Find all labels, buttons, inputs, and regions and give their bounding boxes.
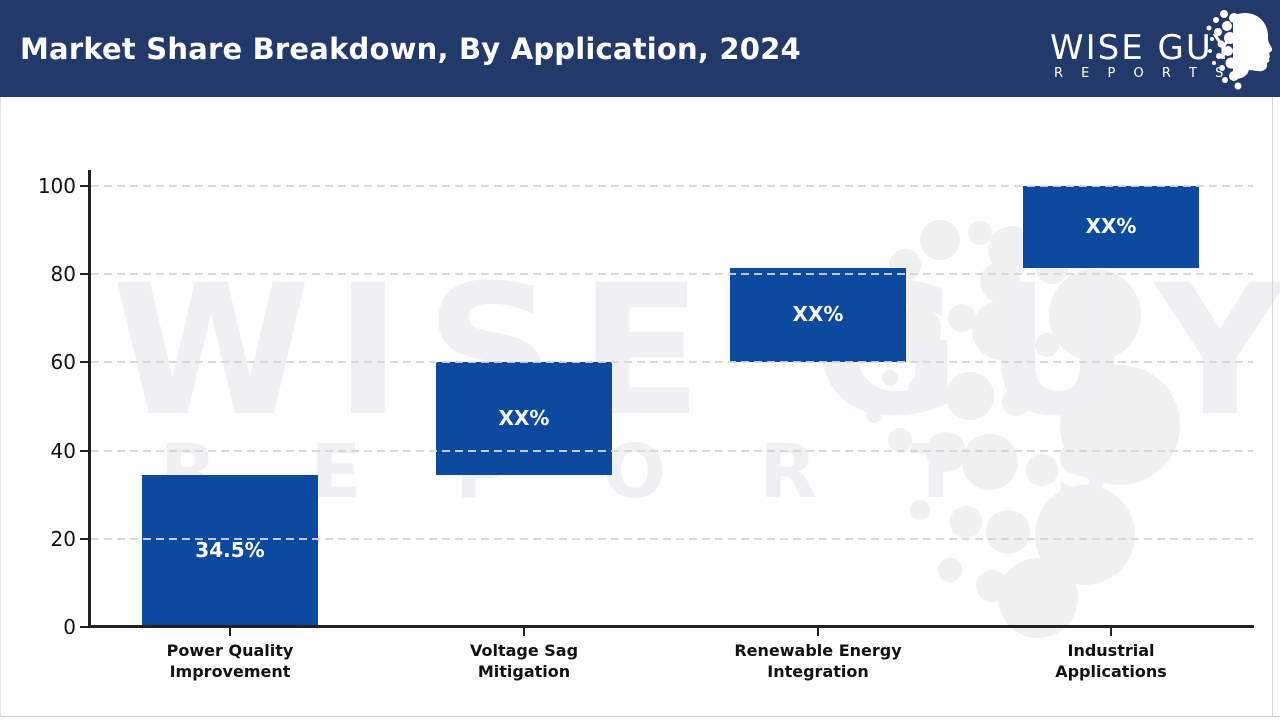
x-axis-tick [523, 628, 525, 636]
x-category-label: Industrial Applications [1055, 641, 1167, 681]
y-axis-line [88, 170, 91, 628]
bar-value-label: XX% [498, 405, 550, 430]
page-border-right [1272, 97, 1273, 717]
bar-value-label: XX% [1085, 213, 1137, 238]
watermark-text-line2: R E P O R T S [160, 429, 1143, 515]
grid-line [91, 361, 1253, 364]
x-category-label: Voltage Sag Mitigation [469, 641, 579, 681]
bar-segment: XX% [436, 362, 612, 475]
page-border-bottom [0, 716, 1280, 717]
y-axis-tick [80, 537, 89, 540]
bar-segment: XX% [1023, 186, 1199, 268]
bar-segment: XX% [730, 267, 906, 363]
y-axis-tick [80, 361, 89, 364]
header-bar: Market Share Breakdown, By Application, … [0, 0, 1280, 97]
grid-line [91, 449, 1253, 452]
bar-value-label: 34.5% [195, 537, 265, 562]
wise-guy-logo: WISE GUY R E P O R T S [1022, 6, 1272, 92]
x-category-label: Renewable Energy Integration [734, 641, 902, 681]
y-axis-tick [80, 273, 89, 276]
grid-line [91, 273, 1253, 276]
y-tick-label: 20 [50, 526, 76, 551]
y-tick-label: 80 [50, 262, 76, 287]
grid-line [91, 537, 1253, 540]
x-axis-tick [229, 628, 231, 636]
y-tick-label: 60 [50, 350, 76, 375]
logo-wordmark: WISE GUY [1050, 28, 1236, 68]
y-axis-tick [80, 626, 89, 628]
y-tick-label: 40 [50, 438, 76, 463]
y-axis-tick [80, 185, 89, 187]
bar-value-label: XX% [792, 301, 844, 326]
x-category-label: Power Quality Improvement [166, 641, 294, 681]
x-axis-tick [817, 628, 819, 636]
x-axis-line [88, 625, 1254, 628]
y-axis-tick [80, 449, 89, 452]
chart-title: Market Share Breakdown, By Application, … [20, 31, 801, 66]
logo-subtext: R E P O R T S [1054, 66, 1231, 81]
logo-head-icon [1206, 10, 1272, 90]
y-tick-label: 100 [37, 174, 76, 198]
x-axis-tick [1110, 628, 1112, 636]
watermark-text-line1: WISE GUY [112, 247, 1280, 456]
page-border-left [0, 97, 1, 717]
bar-segment: 34.5% [142, 474, 318, 627]
grid-line [91, 185, 1253, 187]
y-tick-label: 0 [63, 615, 76, 639]
